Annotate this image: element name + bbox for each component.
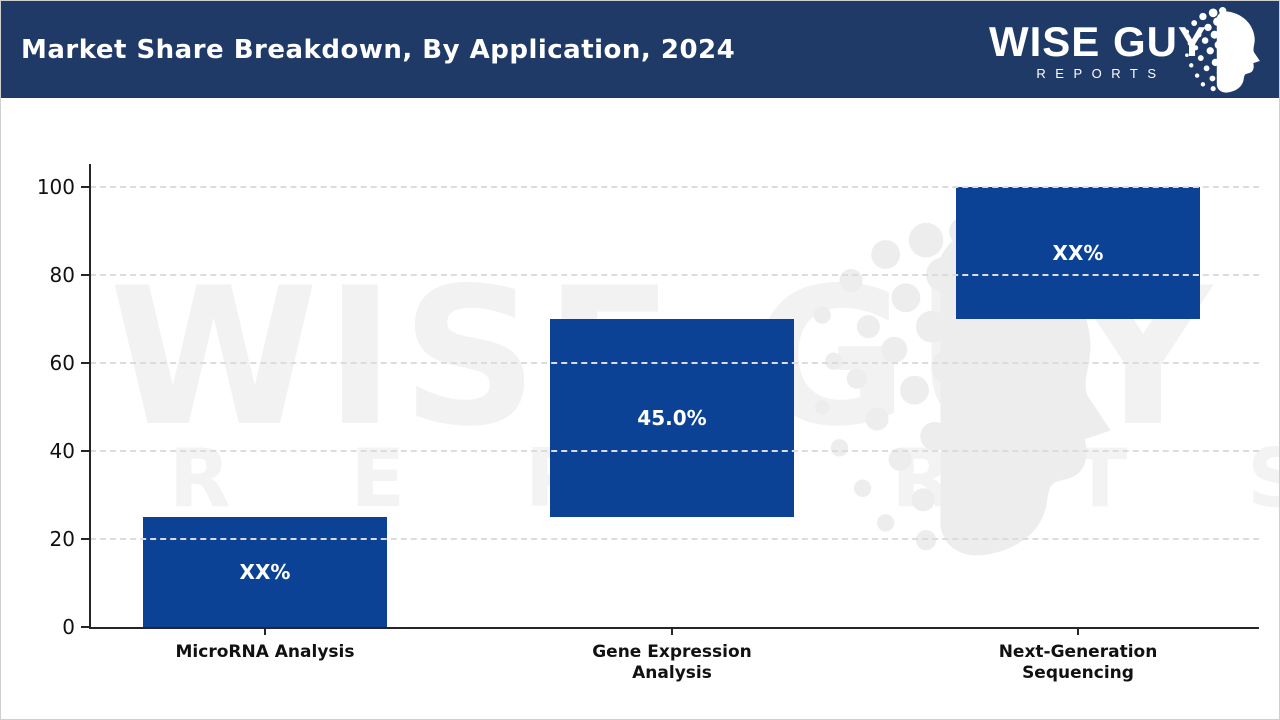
x-tick-mark-gene-expression-analysis (671, 629, 673, 635)
y-tick-label-0: 0 (62, 615, 75, 639)
y-tick-label-60: 60 (49, 351, 75, 375)
logo-subtitle: REPORTS (1036, 66, 1166, 81)
x-axis-line (89, 627, 1259, 629)
wiseguy-logo: WISE GUY REPORTS (988, 6, 1265, 95)
page-title: Market Share Breakdown, By Application, … (21, 34, 736, 65)
bar-value-label-next-generation-sequencing: XX% (1052, 241, 1104, 265)
x-category-label-gene-expression-analysis: Gene Expression Analysis (592, 642, 752, 683)
bar-value-label-gene-expression-analysis: 45.0% (637, 406, 707, 430)
y-tick-mark-40 (81, 450, 89, 452)
y-tick-mark-100 (81, 186, 89, 188)
gridline-20 (90, 538, 1259, 540)
bar-next-generation-sequencing: XX% (956, 187, 1200, 319)
y-tick-label-40: 40 (49, 439, 75, 463)
x-category-label-microrna-analysis: MicroRNA Analysis (175, 642, 355, 662)
y-tick-label-80: 80 (49, 263, 75, 287)
y-axis-line (89, 164, 91, 629)
logo-wordmark: WISE GUY (988, 18, 1207, 65)
bar-gene-expression-analysis: 45.0% (550, 319, 794, 517)
y-tick-mark-80 (81, 274, 89, 276)
x-category-label-next-generation-sequencing: Next-Generation Sequencing (998, 642, 1158, 683)
gridline-40 (90, 450, 1259, 452)
y-tick-mark-0 (81, 626, 89, 628)
wiseguy-logo-text: WISE GUY REPORTS (988, 18, 1207, 82)
x-tick-mark-next-generation-sequencing (1077, 629, 1079, 635)
x-tick-mark-microrna-analysis (264, 629, 266, 635)
gridline-60 (90, 362, 1259, 364)
y-tick-mark-60 (81, 362, 89, 364)
y-tick-label-20: 20 (49, 527, 75, 551)
y-tick-mark-20 (81, 538, 89, 540)
y-tick-label-100: 100 (36, 175, 75, 199)
gridline-100 (90, 186, 1259, 188)
gridline-80 (90, 274, 1259, 276)
header-bar: Market Share Breakdown, By Application, … (1, 1, 1279, 98)
bar-microrna-analysis: XX% (143, 517, 387, 627)
bar-value-label-microrna-analysis: XX% (239, 560, 291, 584)
